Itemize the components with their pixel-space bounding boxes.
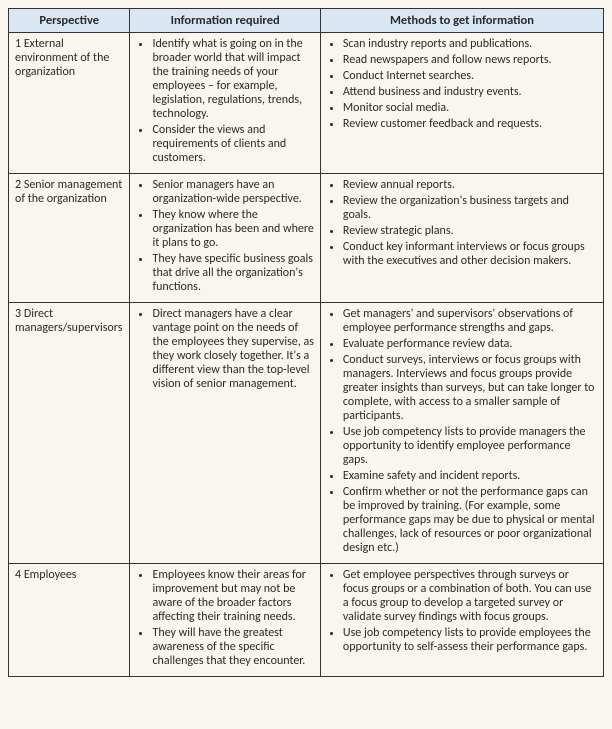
list-item: Review the organization's business targe… <box>343 194 597 222</box>
list-item: Review strategic plans. <box>343 224 597 238</box>
table-row: 2 Senior management of the organizationS… <box>9 174 604 303</box>
list-item: Attend business and industry events. <box>343 85 597 99</box>
list-item: Consider the views and requirements of c… <box>152 123 313 165</box>
methods-list: Scan industry reports and publications. R… <box>327 37 597 131</box>
methods-cell: Get managers' and supervisors' observati… <box>320 303 603 564</box>
info-required-cell: Senior managers have an organization-wid… <box>130 174 320 303</box>
list-item: Use job competency lists to provide empl… <box>343 626 597 654</box>
methods-cell: Review annual reports. Review the organiz… <box>320 174 603 303</box>
list-item: They will have the greatest awareness of… <box>152 626 313 668</box>
list-item: Senior managers have an organization-wid… <box>152 178 313 206</box>
list-item: Conduct surveys, interviews or focus gro… <box>343 353 597 423</box>
info-required-cell: Employees know their areas for improveme… <box>130 564 320 677</box>
header-info-required: Information required <box>130 9 320 33</box>
list-item: They know where the organization has bee… <box>152 208 313 250</box>
list-item: Scan industry reports and publications. <box>343 37 597 51</box>
table-row: 1 External environment of the organizati… <box>9 33 604 174</box>
perspective-number: 3 <box>15 307 21 321</box>
perspective-label: Employees <box>24 568 77 582</box>
list-item: Examine safety and incident reports. <box>343 469 597 483</box>
perspective-label: Senior management of the organization <box>15 178 122 206</box>
list-item: Employees know their areas for improveme… <box>152 568 313 624</box>
list-item: Get managers' and supervisors' observati… <box>343 307 597 335</box>
perspective-cell: 4 Employees <box>9 564 130 677</box>
info-required-list: Employees know their areas for improveme… <box>136 568 313 668</box>
methods-cell: Get employee perspectives through survey… <box>320 564 603 677</box>
list-item: Direct managers have a clear vantage poi… <box>152 307 313 391</box>
perspective-cell: 1 External environment of the organizati… <box>9 33 130 174</box>
perspective-label: Direct managers/supervisors <box>15 307 122 335</box>
list-item: Conduct Internet searches. <box>343 69 597 83</box>
list-item: Get employee perspectives through survey… <box>343 568 597 624</box>
methods-list: Get employee perspectives through survey… <box>327 568 597 654</box>
training-needs-table: Perspective Information required Methods… <box>8 8 604 677</box>
list-item: Read newspapers and follow news reports. <box>343 53 597 67</box>
perspective-label: External environment of the organization <box>15 37 109 79</box>
list-item: Review customer feedback and requests. <box>343 117 597 131</box>
methods-cell: Scan industry reports and publications. R… <box>320 33 603 174</box>
perspective-number: 4 <box>15 568 21 582</box>
list-item: Identify what is going on in the broader… <box>152 37 313 121</box>
list-item: They have specific business goals that d… <box>152 252 313 294</box>
table-row: 3 Direct managers/supervisorsDirect mana… <box>9 303 604 564</box>
list-item: Review annual reports. <box>343 178 597 192</box>
list-item: Use job competency lists to provide mana… <box>343 425 597 467</box>
perspective-cell: 2 Senior management of the organization <box>9 174 130 303</box>
header-methods: Methods to get information <box>320 9 603 33</box>
info-required-list: Senior managers have an organization-wid… <box>136 178 313 294</box>
methods-list: Review annual reports. Review the organiz… <box>327 178 597 268</box>
info-required-cell: Identify what is going on in the broader… <box>130 33 320 174</box>
perspective-number: 2 <box>15 178 21 192</box>
list-item: Monitor social media. <box>343 101 597 115</box>
perspective-number: 1 <box>15 37 21 51</box>
methods-list: Get managers' and supervisors' observati… <box>327 307 597 555</box>
list-item: Confirm whether or not the performance g… <box>343 485 597 555</box>
header-perspective: Perspective <box>9 9 130 33</box>
perspective-cell: 3 Direct managers/supervisors <box>9 303 130 564</box>
table-header-row: Perspective Information required Methods… <box>9 9 604 33</box>
list-item: Evaluate performance review data. <box>343 337 597 351</box>
info-required-list: Identify what is going on in the broader… <box>136 37 313 165</box>
info-required-list: Direct managers have a clear vantage poi… <box>136 307 313 391</box>
info-required-cell: Direct managers have a clear vantage poi… <box>130 303 320 564</box>
list-item: Conduct key informant interviews or focu… <box>343 240 597 268</box>
table-row: 4 Employees Employees know their areas fo… <box>9 564 604 677</box>
